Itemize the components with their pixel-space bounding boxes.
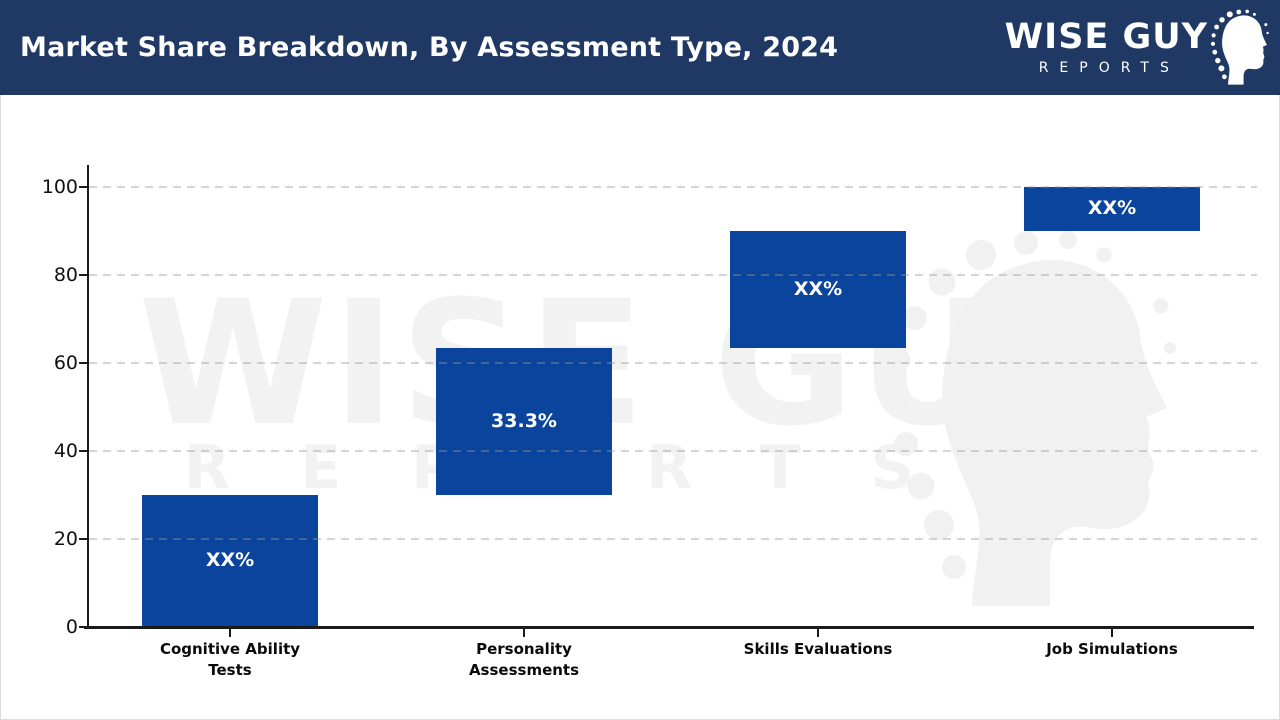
x-tick-mark [523, 629, 525, 637]
bar: XX% [142, 495, 318, 627]
x-tick-mark [229, 629, 231, 637]
y-tick-label: 0 [65, 616, 78, 638]
y-axis-spine [87, 165, 89, 628]
bar-value-label: XX% [205, 549, 255, 572]
category-label: Job Simulations [952, 639, 1272, 660]
y-tick-label: 40 [53, 440, 78, 462]
bar: XX% [730, 231, 906, 349]
category-label: Skills Evaluations [658, 639, 978, 660]
bar: 33.3% [436, 348, 612, 495]
bar-value-label: XX% [1087, 197, 1137, 220]
bar-value-label: XX% [793, 277, 843, 300]
wiseguy-logo-text: WISE GUY REPORTS [1004, 17, 1208, 76]
category-label-line: Tests [208, 661, 252, 679]
page-title: Market Share Breakdown, By Assessment Ty… [20, 32, 839, 63]
x-tick-mark [817, 629, 819, 637]
y-tick-mark [79, 362, 88, 364]
wiseguy-logo: WISE GUY REPORTS [1005, 8, 1280, 88]
y-tick-mark [79, 626, 88, 628]
category-label-line: Cognitive Ability [159, 640, 301, 658]
gridline [89, 450, 1257, 452]
y-tick-label: 20 [53, 528, 78, 550]
bar: XX% [1024, 187, 1200, 231]
app-header: Market Share Breakdown, By Assessment Ty… [0, 0, 1280, 95]
category-label-line: Personality [476, 640, 572, 658]
wiseguy-head-logo-icon [1210, 9, 1269, 85]
watermark-head-icon [886, 231, 1176, 606]
y-tick-label: 100 [41, 176, 78, 198]
y-tick-mark [79, 450, 88, 452]
y-tick-label: 80 [53, 264, 78, 286]
bar-value-label: 33.3% [491, 409, 557, 432]
category-label: Cognitive Ability Tests [70, 639, 390, 681]
gridline [89, 538, 1257, 540]
category-label-line: Job Simulations [1046, 640, 1178, 658]
y-tick-mark [79, 186, 88, 188]
x-tick-mark [1111, 629, 1113, 637]
category-label: Personality Assessments [364, 639, 684, 681]
y-tick-label: 60 [53, 352, 78, 374]
gridline [89, 274, 1257, 276]
category-label-line: Assessments [468, 661, 580, 679]
logo-subtitle: REPORTS [1038, 60, 1180, 76]
gridline [89, 186, 1257, 188]
logo-wordmark: WISE GUY [1004, 17, 1208, 57]
gridline [89, 362, 1257, 364]
x-axis-spine [84, 626, 1254, 629]
y-tick-mark [79, 538, 88, 540]
category-label-line: Skills Evaluations [743, 640, 893, 658]
y-tick-mark [79, 274, 88, 276]
